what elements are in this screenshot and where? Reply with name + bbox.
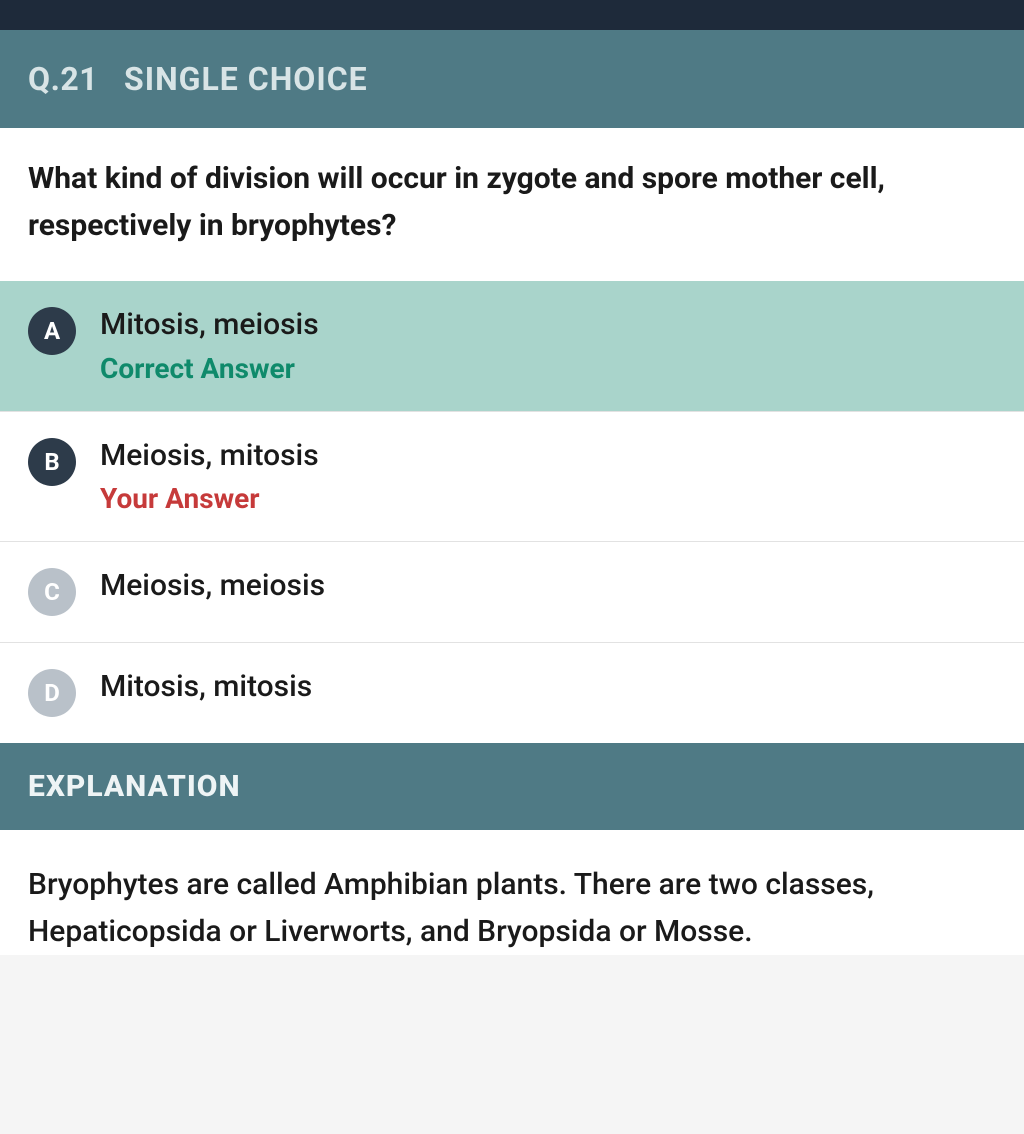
- option-badge-c: C: [28, 568, 76, 616]
- option-badge-a: A: [28, 307, 76, 355]
- option-c[interactable]: C Meiosis, meiosis: [0, 541, 1024, 642]
- option-body-c: Meiosis, meiosis: [100, 566, 996, 607]
- option-body-a: Mitosis, meiosis Correct Answer: [100, 305, 996, 385]
- option-text-c: Meiosis, meiosis: [100, 566, 996, 607]
- option-text-a: Mitosis, meiosis: [100, 305, 996, 346]
- option-d[interactable]: D Mitosis, mitosis: [0, 642, 1024, 743]
- question-text: What kind of division will occur in zygo…: [28, 156, 996, 249]
- explanation-header: EXPLANATION: [0, 743, 1024, 830]
- option-text-b: Meiosis, mitosis: [100, 436, 996, 477]
- question-type: SINGLE CHOICE: [124, 60, 368, 98]
- option-badge-d: D: [28, 669, 76, 717]
- option-body-d: Mitosis, mitosis: [100, 667, 996, 708]
- option-body-b: Meiosis, mitosis Your Answer: [100, 436, 996, 516]
- explanation-text: Bryophytes are called Amphibian plants. …: [28, 862, 996, 955]
- option-a[interactable]: A Mitosis, meiosis Correct Answer: [0, 281, 1024, 411]
- option-badge-b: B: [28, 438, 76, 486]
- quiz-screen: Q.21 SINGLE CHOICE What kind of division…: [0, 0, 1024, 1134]
- question-body: What kind of division will occur in zygo…: [0, 128, 1024, 281]
- option-text-d: Mitosis, mitosis: [100, 667, 996, 708]
- explanation-label: EXPLANATION: [28, 769, 996, 804]
- your-answer-label: Your Answer: [100, 482, 996, 515]
- option-b[interactable]: B Meiosis, mitosis Your Answer: [0, 411, 1024, 542]
- explanation-body: Bryophytes are called Amphibian plants. …: [0, 830, 1024, 955]
- app-top-bar: [0, 0, 1024, 30]
- question-number: Q.21: [28, 60, 98, 98]
- question-header: Q.21 SINGLE CHOICE: [0, 30, 1024, 128]
- correct-answer-label: Correct Answer: [100, 352, 996, 385]
